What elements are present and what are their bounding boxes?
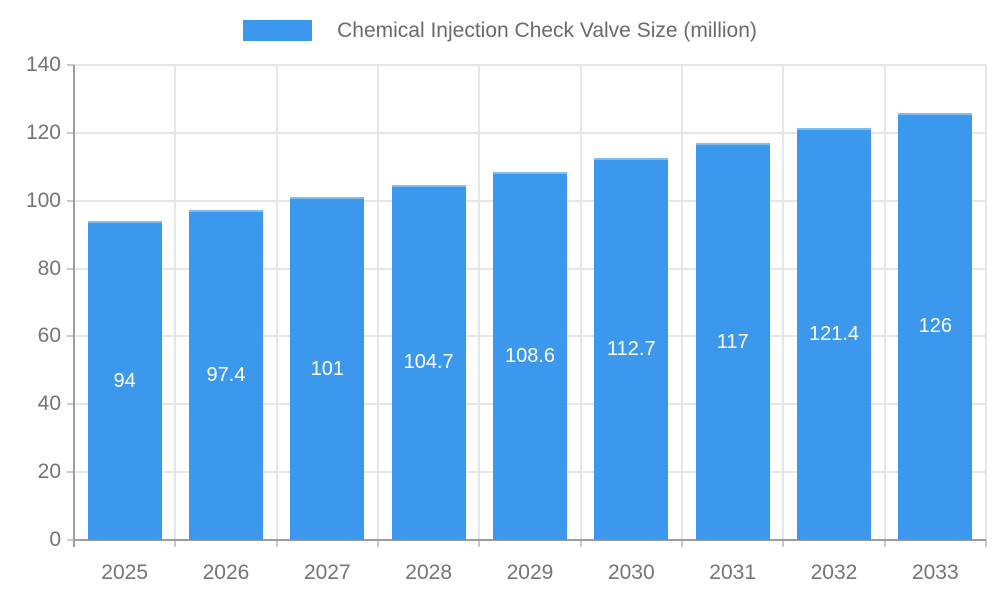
x-tick-label: 2028 [405, 561, 453, 584]
v-gridline [579, 65, 582, 540]
y-tick-label: 0 [49, 528, 61, 551]
y-axis-tick [67, 335, 74, 338]
y-axis-tick [67, 131, 74, 134]
v-gridline [681, 65, 683, 540]
y-tick-label: 120 [25, 120, 61, 144]
h-gridline [74, 64, 986, 66]
y-axis-tick [67, 539, 74, 541]
x-tick-label: 2029 [506, 561, 554, 584]
x-tick-label: 2033 [911, 561, 959, 584]
bar[interactable] [87, 221, 162, 540]
h-gridline [74, 131, 986, 134]
y-tick-label: 60 [37, 324, 61, 348]
x-axis-tick [883, 540, 886, 547]
chart-legend[interactable]: Chemical Injection Check Valve Size (mil… [0, 18, 1000, 43]
bar[interactable] [797, 128, 871, 540]
x-tick-label: 2027 [303, 561, 351, 584]
legend-label: Chemical Injection Check Valve Size (mil… [337, 19, 757, 42]
bar[interactable] [493, 171, 567, 540]
x-axis-tick [985, 540, 987, 547]
y-tick-label: 20 [37, 460, 61, 484]
x-axis-tick [377, 540, 379, 547]
v-gridline [985, 65, 987, 540]
y-tick-label: 100 [25, 188, 61, 212]
v-gridline [275, 65, 278, 540]
x-tick-label: 2026 [202, 561, 250, 584]
x-axis-tick [478, 540, 481, 547]
x-tick-label: 2032 [810, 561, 858, 584]
x-tick-label: 2030 [607, 561, 655, 584]
bar[interactable] [189, 209, 263, 540]
v-gridline [377, 65, 379, 540]
x-tick-label: 2025 [101, 561, 149, 584]
x-axis-tick [275, 540, 278, 547]
y-axis-tick [67, 267, 74, 270]
bar[interactable] [898, 112, 973, 540]
v-gridline [478, 65, 481, 540]
y-tick-label: 80 [37, 256, 61, 280]
x-axis-line [73, 539, 986, 541]
x-axis-tick [579, 540, 582, 547]
bar[interactable] [391, 184, 466, 540]
v-gridline [174, 65, 177, 540]
y-axis-tick [67, 403, 74, 406]
bar[interactable] [594, 157, 669, 540]
y-axis-tick [67, 471, 74, 474]
legend-swatch-icon [243, 20, 313, 41]
y-axis-tick [67, 64, 74, 66]
v-gridline [782, 65, 785, 540]
y-axis-tick [67, 199, 74, 202]
x-axis-tick [782, 540, 785, 547]
v-gridline [883, 65, 886, 540]
y-tick-label: 140 [25, 53, 61, 76]
bar[interactable] [695, 143, 770, 540]
bar[interactable] [290, 197, 365, 540]
x-axis-tick [681, 540, 683, 547]
x-axis-tick [174, 540, 177, 547]
x-tick-label: 2031 [709, 561, 757, 584]
y-axis-line [73, 65, 75, 547]
y-tick-label: 40 [37, 392, 61, 416]
